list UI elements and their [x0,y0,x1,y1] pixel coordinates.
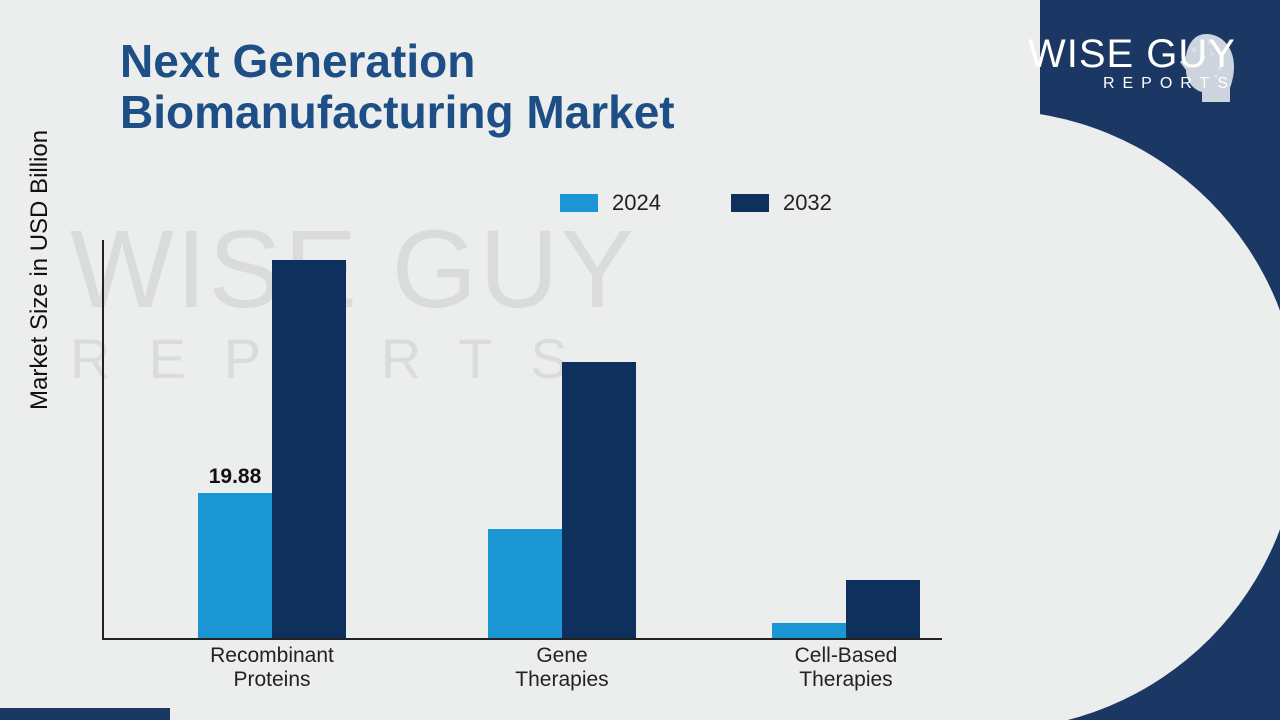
bar [772,623,846,638]
legend-swatch [560,194,598,212]
bar [272,260,346,638]
bar [198,493,272,638]
legend-swatch [731,194,769,212]
brand-logo: WISE GUY REPORTS [1028,34,1236,92]
decorative-strip [0,708,170,720]
head-icon [1172,32,1236,104]
bar-group: GeneTherapies [472,362,652,638]
bar [562,362,636,638]
chart-plot-area: RecombinantProteins GeneTherapies Cell-Bas… [102,240,942,640]
category-label: RecombinantProteins [172,644,372,692]
y-axis-line [102,240,104,638]
bar [846,580,920,638]
chart-title: Next Generation Biomanufacturing Market [120,36,860,137]
legend-label: 2024 [612,190,661,216]
legend-label: 2032 [783,190,832,216]
y-axis-label: Market Size in USD Billion [26,130,54,410]
category-label: GeneTherapies [462,644,662,692]
category-label: Cell-BasedTherapies [746,644,946,692]
bar-group: Cell-BasedTherapies [756,580,936,638]
legend-item-2032: 2032 [731,190,832,216]
bar-value-label: 19.88 [209,465,262,489]
bar-group: RecombinantProteins [182,260,362,638]
legend: 2024 2032 [560,190,832,216]
bar [488,529,562,638]
legend-item-2024: 2024 [560,190,661,216]
